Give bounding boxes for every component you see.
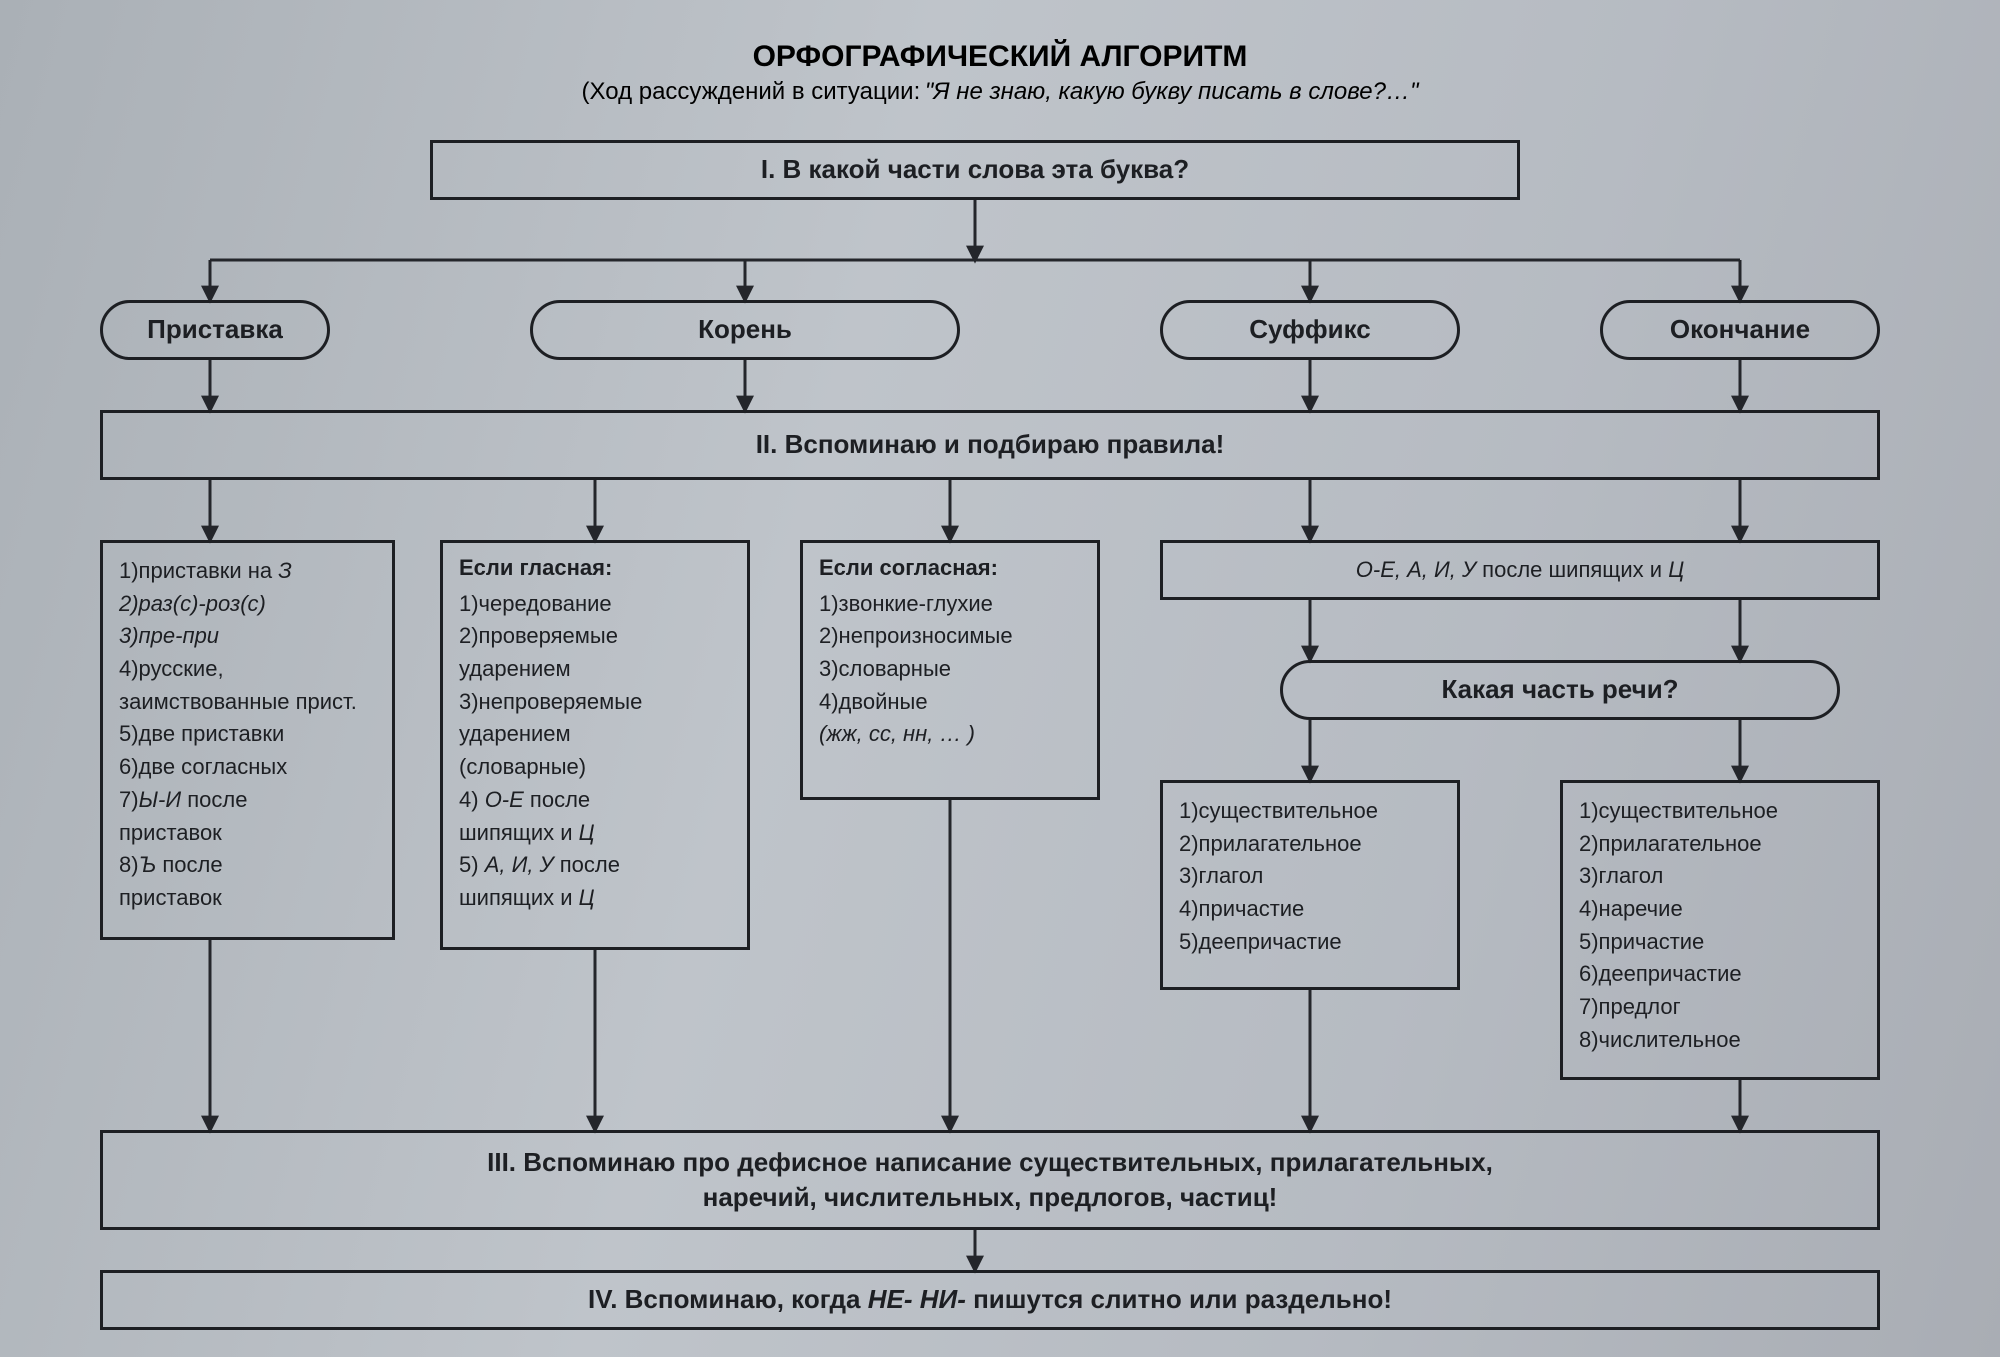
node-prefix: Приставка	[100, 300, 330, 360]
node-step3: III. Вспоминаю про дефисное написание су…	[100, 1130, 1880, 1230]
node-box_vowel: Если гласная:1)чередование2)проверяемые …	[440, 540, 750, 950]
node-step1: I. В какой части слова эта буква?	[430, 140, 1520, 200]
node-ending: Окончание	[1600, 300, 1880, 360]
node-root: Корень	[530, 300, 960, 360]
node-box_pos_right: 1)существительное2)прилагательное3)глаго…	[1560, 780, 1880, 1080]
node-box_oe: О-Е, А, И, У после шипящих и Ц	[1160, 540, 1880, 600]
node-box_cons: Если согласная:1)звонкие-глухие2)непроиз…	[800, 540, 1100, 800]
node-step2: II. Вспоминаю и подбираю правила!	[100, 410, 1880, 480]
node-part_of_speech: Какая часть речи?	[1280, 660, 1840, 720]
node-step4: IV. Вспоминаю, когда НЕ- НИ- пишутся сли…	[100, 1270, 1880, 1330]
flowchart-page: ОРФОГРАФИЧЕСКИЙ АЛГОРИТМ (Ход рассуждени…	[0, 0, 2000, 1357]
node-suffix: Суффикс	[1160, 300, 1460, 360]
node-box_pos_left: 1)существительное2)прилагательное3)глаго…	[1160, 780, 1460, 990]
node-box_prefix: 1)приставки на З2)раз(с)-роз(с)3)пре-при…	[100, 540, 395, 940]
